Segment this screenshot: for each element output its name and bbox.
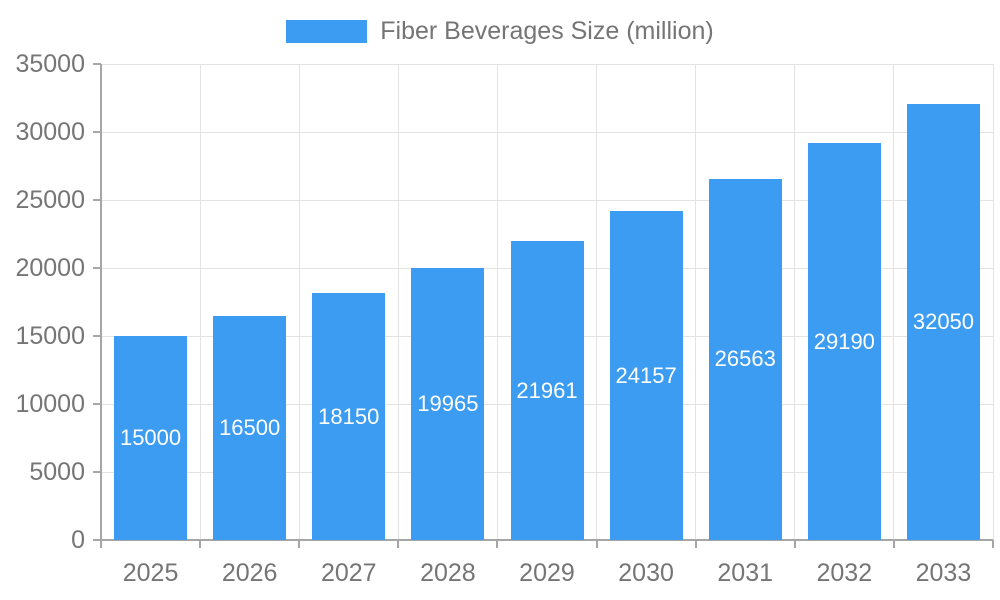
bar xyxy=(708,178,782,540)
bar-value-label: 18150 xyxy=(318,403,380,429)
grid-line-vertical xyxy=(794,64,796,540)
y-axis-tick-label: 30000 xyxy=(15,118,85,146)
bar xyxy=(213,315,287,540)
grid-line-horizontal xyxy=(101,199,993,201)
x-axis-tick-label: 2028 xyxy=(420,559,476,587)
y-axis-tick xyxy=(93,199,101,201)
bar-value-label: 32050 xyxy=(912,309,975,335)
bar-value-label: 24157 xyxy=(615,362,677,388)
y-axis-tick-label: 10000 xyxy=(15,390,85,418)
grid-line-vertical xyxy=(695,64,697,540)
y-axis-tick xyxy=(93,63,101,65)
y-axis-tick xyxy=(93,267,101,269)
bar-value-label: 15000 xyxy=(119,425,182,450)
bar xyxy=(609,211,683,540)
bar xyxy=(510,241,584,540)
bar-value-label: 26563 xyxy=(714,346,776,372)
x-axis-tick xyxy=(199,540,202,548)
grid-line-vertical xyxy=(397,64,399,540)
x-axis-tick-label: 2029 xyxy=(519,559,575,587)
x-axis-tick-label: 2033 xyxy=(915,559,972,587)
y-axis-tick xyxy=(93,335,101,337)
bar-value-label: 19965 xyxy=(417,391,479,417)
y-axis-tick xyxy=(93,403,101,405)
bar xyxy=(807,143,881,540)
grid-line-vertical xyxy=(893,64,895,540)
x-axis-line xyxy=(93,539,993,541)
bar xyxy=(411,268,485,540)
y-axis-tick-label: 25000 xyxy=(15,186,85,214)
y-axis-line xyxy=(100,64,102,540)
x-axis-tick-label: 2026 xyxy=(221,559,278,587)
bar xyxy=(906,104,980,540)
x-axis-tick xyxy=(397,540,400,548)
y-axis-tick-label: 5000 xyxy=(29,458,85,486)
x-axis-tick xyxy=(793,540,796,548)
bar xyxy=(114,336,188,540)
grid-line-vertical xyxy=(298,64,300,540)
x-axis-tick xyxy=(595,540,598,548)
x-axis-tick-label: 2032 xyxy=(816,559,873,587)
bar-value-label: 29190 xyxy=(813,328,875,354)
x-axis-tick xyxy=(992,540,994,548)
grid-line-horizontal xyxy=(101,63,993,65)
legend-label: Fiber Beverages Size (million) xyxy=(380,17,714,45)
x-axis-tick-label: 2030 xyxy=(618,559,674,587)
y-axis-tick xyxy=(93,131,101,133)
y-axis-tick xyxy=(93,471,101,473)
y-axis-tick-label: 0 xyxy=(71,526,85,554)
legend-item[interactable]: Fiber Beverages Size (million) xyxy=(0,15,1000,47)
bar-value-label: 16500 xyxy=(219,414,281,440)
grid-line-vertical xyxy=(496,64,498,540)
grid-line-vertical xyxy=(992,64,994,540)
legend-swatch-icon xyxy=(286,19,368,43)
grid-line-vertical xyxy=(199,64,201,540)
x-axis-tick xyxy=(100,540,102,548)
x-axis-tick xyxy=(496,540,499,548)
x-axis-tick xyxy=(694,540,697,548)
grid-line-horizontal xyxy=(101,131,993,133)
x-axis-tick-label: 2025 xyxy=(122,559,179,587)
y-axis-tick-label: 20000 xyxy=(15,254,85,282)
bar-value-label: 21961 xyxy=(516,377,578,403)
grid-line-vertical xyxy=(596,64,598,540)
y-axis-tick-label: 35000 xyxy=(15,50,85,78)
y-axis-tick xyxy=(93,539,101,541)
x-axis-tick-label: 2031 xyxy=(717,559,774,587)
x-axis-tick-label: 2027 xyxy=(320,559,377,587)
bar xyxy=(312,293,386,540)
y-axis-tick-label: 15000 xyxy=(15,322,85,350)
x-axis-tick xyxy=(892,540,895,548)
x-axis-tick xyxy=(298,540,301,548)
